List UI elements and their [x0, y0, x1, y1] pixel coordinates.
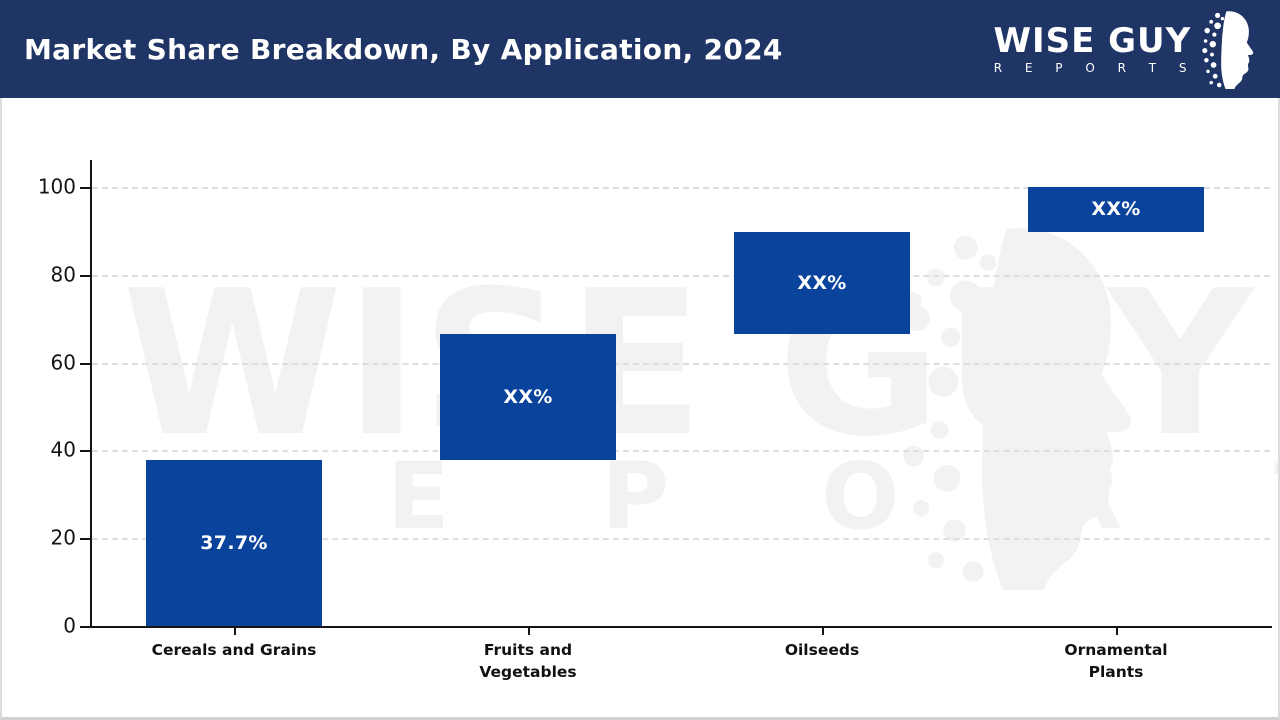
page-title: Market Share Breakdown, By Application, …: [24, 32, 783, 66]
bar-3: XX%: [734, 231, 910, 335]
x-category-label: Cereals and Grains: [151, 641, 317, 659]
x-category-label: Ornamental Plants: [1064, 641, 1168, 681]
y-tick-20: [80, 538, 90, 541]
bar-value-label: XX%: [1091, 198, 1141, 221]
y-tick-label-80: 80: [50, 262, 76, 287]
header: Market Share Breakdown, By Application, …: [0, 0, 1280, 98]
y-tick-100: [80, 187, 90, 189]
bar-4: XX%: [1028, 187, 1204, 232]
x-category-label: Oilseeds: [784, 641, 860, 659]
x-tick: [528, 626, 530, 635]
brand-name: WISE GUY: [993, 21, 1192, 61]
bar-value-label: XX%: [797, 271, 847, 294]
chart-plot-area: 0 20 40 60 80 100 Cereals and Grains Fruits and…: [38, 160, 1272, 681]
x-tick: [234, 626, 236, 635]
x-tick: [1116, 626, 1118, 635]
brand-wordmark: WISE GUY R E P O R T S: [989, 24, 1196, 74]
x-category-label: Fruits and Vegetables: [479, 641, 577, 681]
y-tick-40: [80, 450, 90, 453]
brand-subtext: R E P O R T S: [993, 61, 1196, 75]
gridline-y100: [92, 187, 1270, 189]
y-tick-label-40: 40: [50, 437, 76, 462]
bar-2: XX%: [440, 334, 616, 461]
bar-value-label: 37.7%: [200, 532, 268, 555]
gridline-y40: [92, 450, 1270, 453]
gridline-y20: [92, 538, 1270, 541]
gridline-y60: [92, 362, 1270, 365]
bar-value-label: XX%: [503, 386, 553, 409]
y-tick-label-20: 20: [50, 525, 76, 550]
gridline-y80: [92, 274, 1270, 277]
brand-face-icon: [1202, 11, 1254, 90]
y-tick-label-60: 60: [50, 350, 76, 375]
y-tick-80: [80, 274, 90, 277]
y-tick-0: [80, 626, 90, 628]
y-tick-label-0: 0: [63, 613, 76, 638]
bar-1: 37.7%: [146, 460, 322, 626]
brand-logo: WISE GUY R E P O R T S: [989, 8, 1256, 90]
x-tick: [822, 626, 824, 635]
y-tick-60: [80, 362, 90, 365]
y-tick-label-100: 100: [37, 174, 76, 199]
